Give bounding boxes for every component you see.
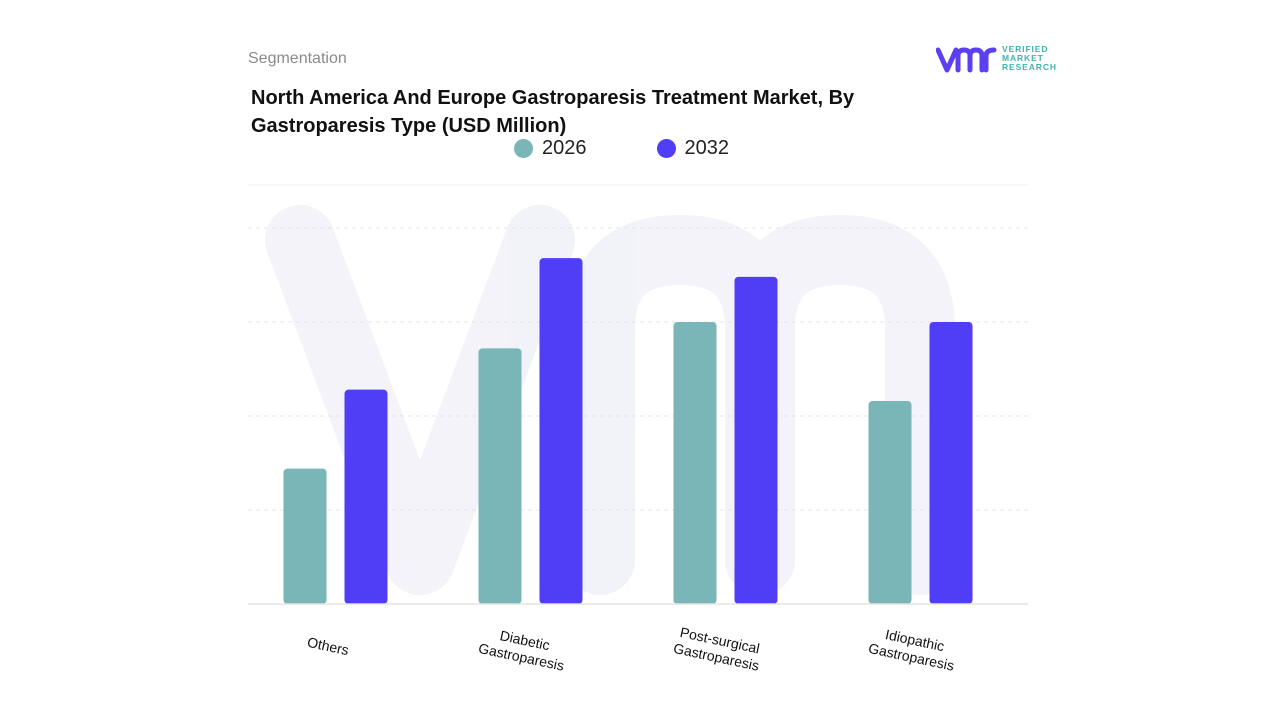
chart-legend: 2026 2032: [514, 136, 799, 160]
logo-line-1: VERIFIED: [1002, 44, 1049, 54]
segmentation-label: Segmentation: [248, 50, 347, 67]
logo-line-3: RESEARCH: [1002, 62, 1057, 72]
bar-2026-post-surgical-gastroparesis: [673, 322, 717, 604]
vmr-logo-icon: [936, 47, 997, 73]
legend-swatch-2026: [514, 138, 533, 158]
legend-swatch-2032: [656, 138, 676, 158]
bar-2032-post-surgical-gastroparesis: [734, 276, 778, 604]
bar-2032-others: [344, 389, 388, 604]
watermark: [265, 205, 955, 595]
bar-2026-idiopathic-gastroparesis: [868, 400, 912, 604]
bar-2032-idiopathic-gastroparesis: [929, 322, 973, 604]
legend-item-2032: 2032: [656, 136, 730, 160]
bar-2026-others: [283, 468, 327, 604]
bar-2032-diabetic-gastroparesis: [539, 258, 583, 604]
bar-2026-diabetic-gastroparesis: [478, 348, 522, 604]
legend-item-2026: 2026: [514, 137, 587, 160]
legend-label-2032: 2032: [684, 136, 730, 159]
logo-line-2: MARKET: [1002, 53, 1044, 63]
legend-label-2026: 2026: [542, 136, 587, 159]
verified-market-research-logo: VERIFIED MARKET RESEARCH: [936, 44, 1066, 76]
chart-title: North America And Europe Gastroparesis T…: [251, 87, 855, 137]
bars: [283, 258, 973, 604]
logo-text: VERIFIED MARKET RESEARCH: [1002, 45, 1057, 72]
